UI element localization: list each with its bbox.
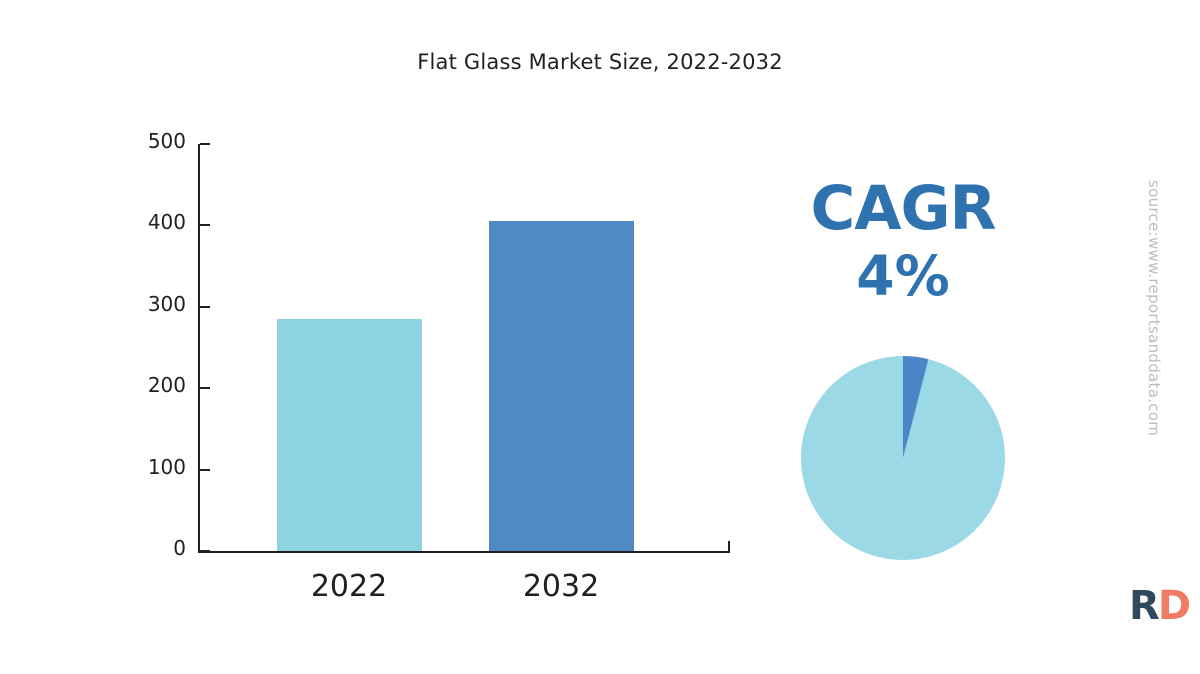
bar-2022 — [276, 319, 422, 551]
y-axis-tick — [200, 305, 210, 308]
y-axis-tick-label: 100 — [147, 454, 186, 479]
cagr-label: CAGR — [810, 173, 996, 244]
pie-chart — [801, 356, 1005, 560]
y-axis-tick-label: 500 — [147, 129, 186, 153]
logo-letter-d: D — [1157, 583, 1191, 629]
x-axis-label-2022: 2022 — [310, 569, 388, 604]
y-axis-line — [198, 144, 200, 553]
bar-2032 — [488, 221, 634, 551]
y-axis-tick — [200, 550, 210, 552]
logo-letter-r: R — [1129, 583, 1160, 629]
x-axis-line — [198, 551, 730, 553]
source-attribution: source:www.reportsanddata.com — [1145, 180, 1163, 437]
pie-slice-cagr — [903, 356, 929, 458]
y-axis-tick-label: 0 — [173, 536, 186, 560]
x-axis-end-tick — [728, 541, 730, 553]
x-axis-label-2032: 2032 — [522, 569, 600, 604]
reports-and-data-logo: RD — [1129, 583, 1191, 629]
y-axis-tick — [200, 468, 210, 471]
cagr-block: CAGR 4% — [783, 178, 1023, 304]
chart-title: Flat Glass Market Size, 2022-2032 — [417, 50, 783, 74]
y-axis-tick-label: 200 — [147, 373, 186, 398]
x-axis-start-tick — [198, 541, 200, 553]
cagr-value: 4% — [856, 244, 950, 308]
y-axis-title: U.S. Dollars (In Billion) — [0, 0, 1, 120]
y-axis-tick — [200, 224, 210, 227]
pie-chart-svg — [801, 356, 1005, 560]
y-axis-tick — [200, 143, 210, 145]
y-axis-tick-label: 400 — [147, 210, 186, 235]
y-axis-tick — [200, 387, 210, 390]
plot-area: 0 100 200 300 400 500 2022 2032 — [148, 131, 730, 604]
y-axis-tick-label: 300 — [147, 291, 186, 316]
